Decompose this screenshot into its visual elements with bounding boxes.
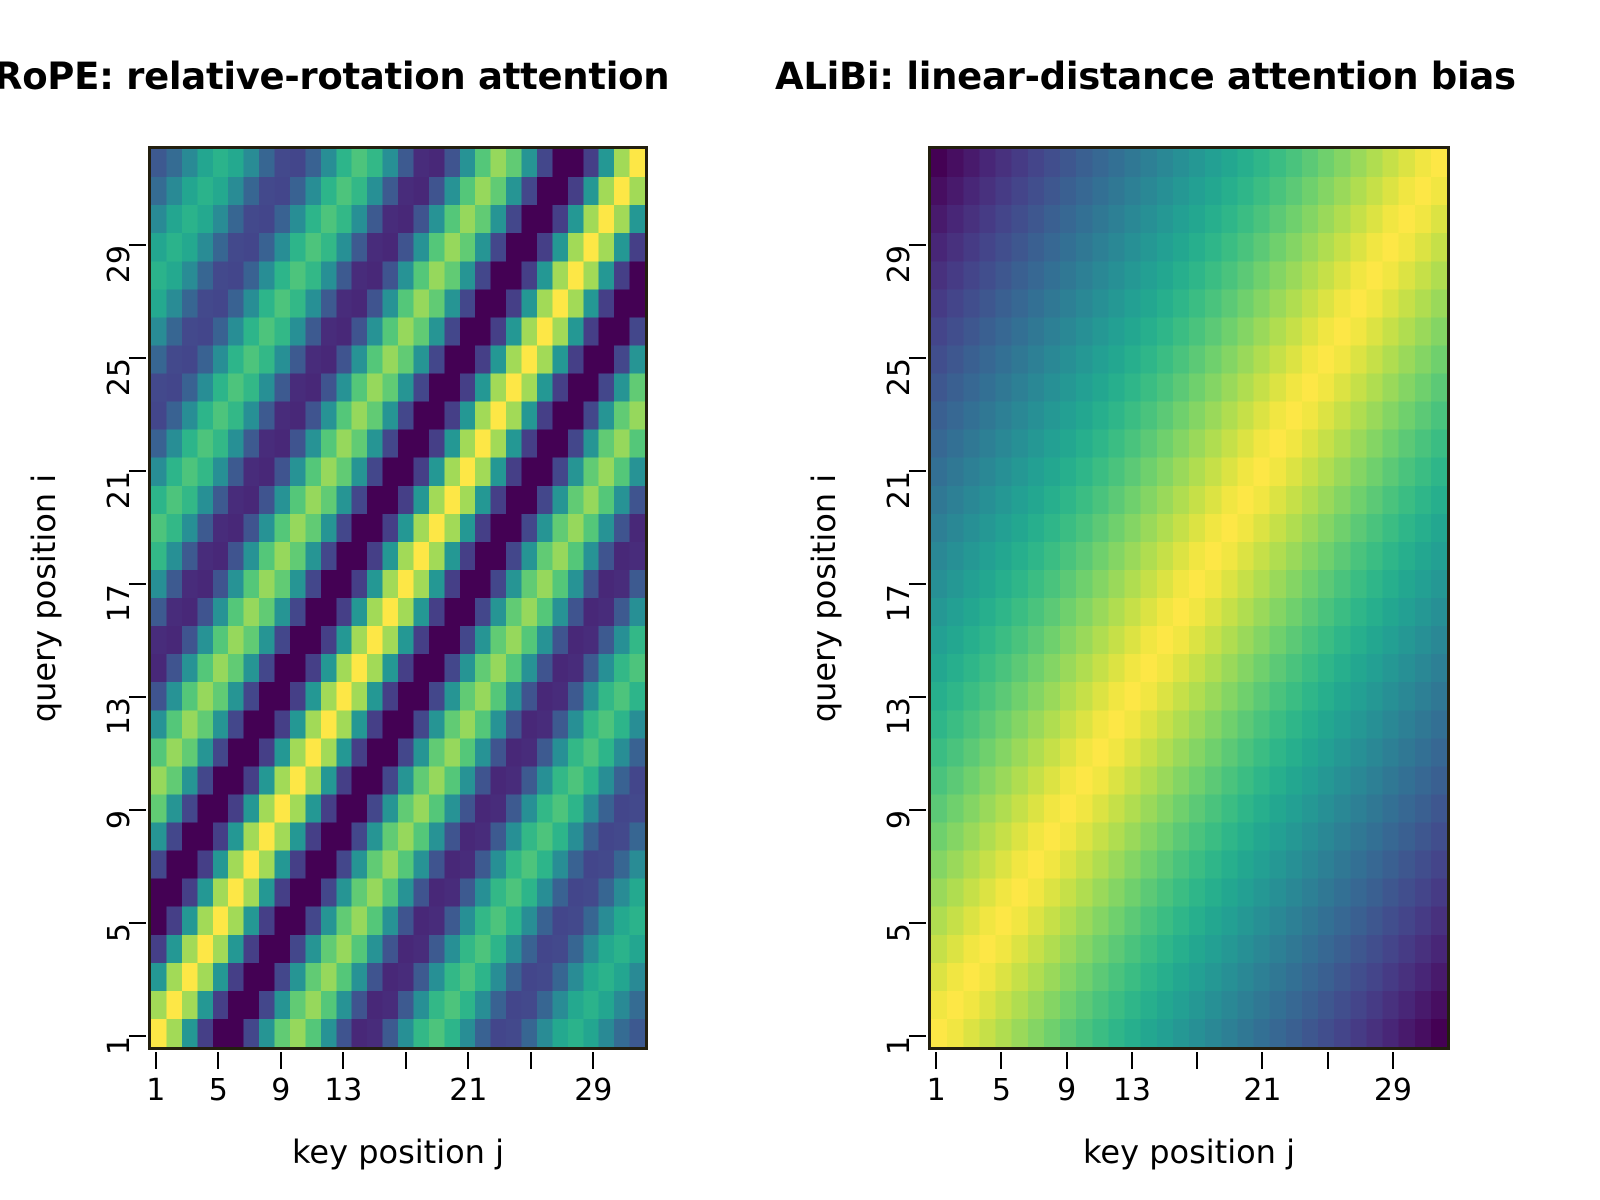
x-axis-tick-alibi xyxy=(1130,1052,1133,1069)
y-axis-tick-rope xyxy=(129,243,146,246)
x-axis-tick-rope xyxy=(404,1052,407,1069)
y-axis-tick-label-rope: 9 xyxy=(102,809,137,829)
y-axis-tick-alibi xyxy=(909,356,926,359)
x-axis-tick-rope xyxy=(279,1052,282,1069)
panel-title-alibi: ALiBi: linear-distance attention bias xyxy=(775,55,1516,98)
y-axis-tick-label-alibi: 9 xyxy=(882,809,917,829)
panel-title-rope: RoPE: relative-rotation attention xyxy=(0,55,670,98)
x-axis-tick-label-rope: 1 xyxy=(146,1073,166,1108)
x-axis-tick-label-alibi: 1 xyxy=(926,1073,946,1108)
y-axis-tick-rope xyxy=(129,921,146,924)
y-axis-tick-alibi xyxy=(909,921,926,924)
x-axis-tick-alibi xyxy=(1196,1052,1199,1069)
y-axis-tick-label-alibi: 21 xyxy=(882,470,917,510)
y-axis-tick-label-rope: 25 xyxy=(102,357,137,397)
y-axis-tick-rope xyxy=(129,808,146,811)
y-axis-tick-label-rope: 17 xyxy=(102,583,137,623)
y-axis-tick-label-alibi: 5 xyxy=(882,922,917,942)
y-axis-tick-label-alibi: 29 xyxy=(882,244,917,284)
y-axis-tick-rope xyxy=(129,356,146,359)
x-axis-tick-alibi xyxy=(1391,1052,1394,1069)
heatmap-rope xyxy=(148,146,648,1050)
x-axis-title-alibi: key position j xyxy=(1083,1133,1295,1171)
y-axis-tick-rope xyxy=(129,1034,146,1037)
y-axis-tick-alibi xyxy=(909,582,926,585)
y-axis-tick-label-rope: 5 xyxy=(102,922,137,942)
y-axis-tick-label-alibi: 25 xyxy=(882,357,917,397)
y-axis-tick-alibi xyxy=(909,695,926,698)
x-axis-tick-alibi xyxy=(935,1052,938,1069)
y-axis-tick-rope xyxy=(129,469,146,472)
x-axis-tick-rope xyxy=(342,1052,345,1069)
x-axis-tick-alibi xyxy=(1065,1052,1068,1069)
y-axis-tick-label-rope: 13 xyxy=(102,696,137,736)
x-axis-tick-label-alibi: 13 xyxy=(1112,1073,1151,1108)
y-axis-tick-label-alibi: 13 xyxy=(882,696,917,736)
x-axis-tick-alibi xyxy=(1326,1052,1329,1069)
y-axis-tick-label-rope: 29 xyxy=(102,244,137,284)
x-axis-tick-label-alibi: 21 xyxy=(1243,1073,1282,1108)
y-axis-tick-rope xyxy=(129,582,146,585)
x-axis-tick-label-rope: 13 xyxy=(324,1073,363,1108)
heatmap-alibi xyxy=(928,146,1450,1050)
x-axis-tick-label-alibi: 29 xyxy=(1373,1073,1412,1108)
y-axis-title-rope: query position i xyxy=(25,473,63,723)
x-axis-tick-rope xyxy=(154,1052,157,1069)
y-axis-tick-label-alibi: 17 xyxy=(882,583,917,623)
y-axis-tick-label-rope: 1 xyxy=(102,1035,137,1055)
y-axis-tick-alibi xyxy=(909,469,926,472)
x-axis-tick-rope xyxy=(467,1052,470,1069)
x-axis-tick-label-rope: 9 xyxy=(271,1073,291,1108)
x-axis-tick-alibi xyxy=(1000,1052,1003,1069)
x-axis-tick-rope xyxy=(217,1052,220,1069)
x-axis-tick-label-rope: 5 xyxy=(208,1073,228,1108)
y-axis-title-alibi: query position i xyxy=(805,473,843,723)
x-axis-title-rope: key position j xyxy=(292,1133,504,1171)
y-axis-tick-alibi xyxy=(909,243,926,246)
x-axis-tick-alibi xyxy=(1261,1052,1264,1069)
y-axis-tick-label-alibi: 1 xyxy=(882,1035,917,1055)
y-axis-tick-alibi xyxy=(909,1034,926,1037)
x-axis-tick-rope xyxy=(529,1052,532,1069)
x-axis-tick-label-alibi: 5 xyxy=(991,1073,1011,1108)
x-axis-tick-label-alibi: 9 xyxy=(1057,1073,1077,1108)
y-axis-tick-label-rope: 21 xyxy=(102,470,137,510)
x-axis-tick-label-rope: 29 xyxy=(574,1073,613,1108)
y-axis-tick-rope xyxy=(129,695,146,698)
y-axis-tick-alibi xyxy=(909,808,926,811)
x-axis-tick-label-rope: 21 xyxy=(449,1073,488,1108)
x-axis-tick-rope xyxy=(592,1052,595,1069)
